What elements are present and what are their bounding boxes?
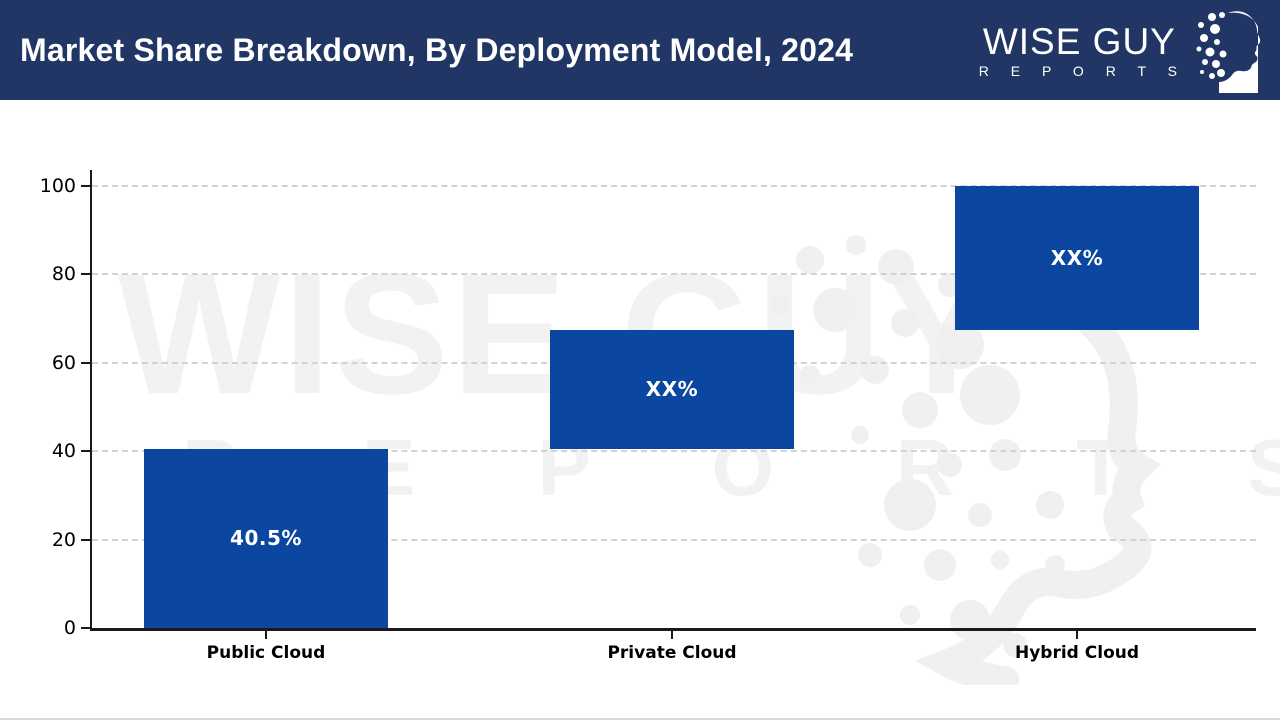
logo-text: WISE GUY R E P O R T S xyxy=(973,20,1186,79)
x-tick-label-2: Hybrid Cloud xyxy=(1014,643,1140,663)
bar-value-label: XX% xyxy=(1050,245,1104,270)
y-tick-label-100: 100 xyxy=(39,174,76,197)
bottom-divider xyxy=(0,718,1280,720)
y-tick-label-0: 0 xyxy=(63,617,76,639)
y-tick-label-60: 60 xyxy=(51,351,76,374)
logo-wordmark: WISE GUY xyxy=(982,20,1176,62)
header: Market Share Breakdown, By Deployment Mo… xyxy=(0,0,1280,100)
page-title: Market Share Breakdown, By Deployment Mo… xyxy=(20,31,854,68)
y-tick-20 xyxy=(81,538,90,541)
bar-private-cloud: XX% xyxy=(550,329,794,449)
y-tick-label-40: 40 xyxy=(51,440,76,463)
logo-subtitle: R E P O R T S xyxy=(978,62,1186,79)
gridline-100 xyxy=(92,184,1256,187)
wise-guy-logo: WISE GUY R E P O R T S xyxy=(973,7,1280,93)
gridline-80 xyxy=(92,273,1256,276)
x-tick-label-1: Private Cloud xyxy=(607,643,737,663)
x-tick-1 xyxy=(671,631,673,639)
watermark-face-dots-icon xyxy=(770,235,1161,685)
y-tick-label-80: 80 xyxy=(51,263,76,286)
x-tick-label-0: Public Cloud xyxy=(206,643,326,663)
y-tick-label-20: 20 xyxy=(51,528,76,551)
bar-value-label: XX% xyxy=(645,377,699,402)
logo-face-dots-icon xyxy=(1196,11,1261,93)
x-tick-0 xyxy=(265,631,267,639)
y-tick-80 xyxy=(81,273,90,276)
chart-plot-area: 0 20 40 60 80 100 40.5% Public Cloud XX% Private … xyxy=(40,170,1256,663)
bar-public-cloud: 40.5% xyxy=(144,448,388,628)
gridline-20 xyxy=(92,538,1256,541)
x-tick-2 xyxy=(1076,631,1078,639)
bar-value-label: 40.5% xyxy=(230,526,302,551)
y-tick-100 xyxy=(81,184,90,187)
bar-hybrid-cloud: XX% xyxy=(955,185,1199,330)
gridline-40 xyxy=(92,450,1256,453)
y-tick-0 xyxy=(81,627,90,629)
y-tick-60 xyxy=(81,361,90,364)
y-tick-40 xyxy=(81,450,90,453)
